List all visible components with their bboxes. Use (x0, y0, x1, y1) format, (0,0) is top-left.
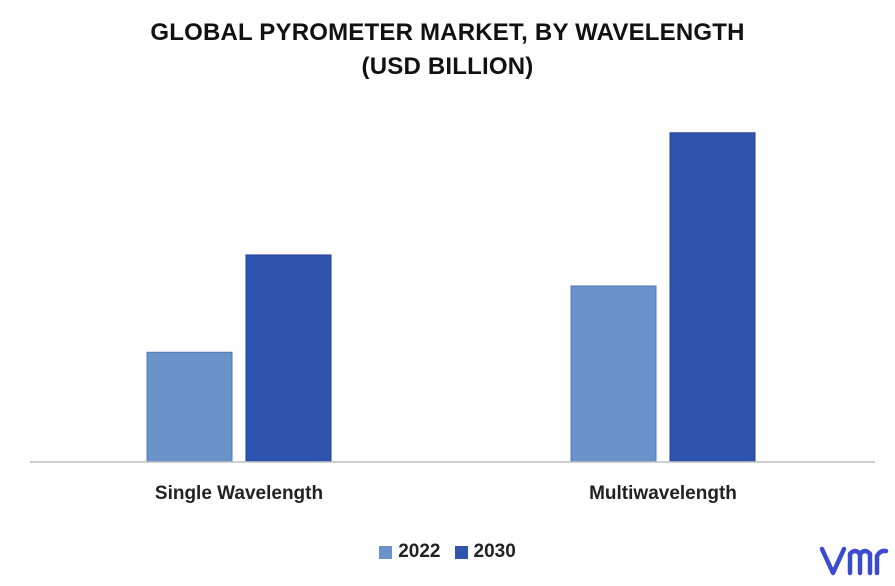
x-tick-label: Multiwavelength (589, 483, 737, 504)
x-axis-labels: Single Wavelength Multiwavelength (155, 483, 737, 504)
bars-group (146, 132, 756, 463)
chart-title-main: GLOBAL PYROMETER MARKET, BY WAVELENGTH (150, 19, 745, 46)
legend-label-2030: 2030 (473, 541, 516, 562)
legend-swatch-2022 (379, 545, 393, 559)
vmr-logo-mark (819, 546, 889, 576)
chart-title: GLOBAL PYROMETER MARKET, BY WAVELENGTH (… (0, 16, 895, 84)
legend-item-2030: 2030 (454, 541, 516, 563)
legend-label-2022: 2022 (398, 541, 441, 562)
legend: 2022 2030 (0, 541, 895, 563)
bar-multiwavelength-2030 (669, 132, 756, 463)
legend-item-2022: 2022 (379, 541, 441, 563)
bar-single-wavelength-2030 (245, 254, 332, 463)
chart-subtitle: (USD BILLION) (361, 53, 534, 80)
legend-swatch-2030 (454, 545, 468, 559)
bar-single-wavelength-2022 (146, 351, 233, 463)
x-tick-label: Single Wavelength (155, 483, 323, 504)
vmr-logo (819, 546, 889, 576)
bar-multiwavelength-2022 (570, 285, 657, 463)
